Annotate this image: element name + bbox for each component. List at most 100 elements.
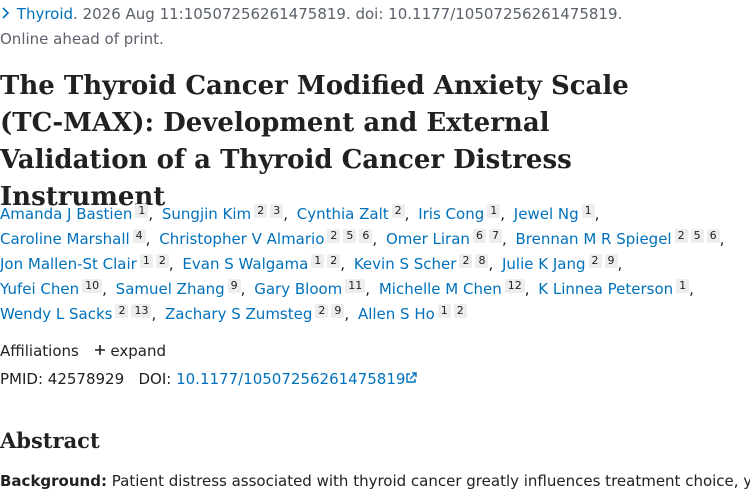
author: Michelle M Chen 12,	[378, 279, 530, 298]
affiliation-number[interactable]: 2	[155, 254, 169, 268]
author-name[interactable]: Evan S Walgama	[182, 255, 309, 273]
author-name[interactable]: Cynthia Zalt	[296, 205, 389, 223]
affiliation-number[interactable]: 1	[139, 254, 153, 268]
author-name[interactable]: Iris Cong	[418, 205, 485, 223]
affiliation-number[interactable]: 6	[472, 229, 486, 243]
separator: ,	[365, 280, 371, 298]
separator: ,	[488, 255, 494, 273]
separator: ,	[145, 230, 151, 248]
author-list: Amanda J Bastien 1, Sungjin Kim 2 3, Cynthi…	[0, 202, 740, 327]
affiliation-number[interactable]: 1	[581, 204, 595, 218]
author-name[interactable]: Wendy L Sacks	[0, 305, 113, 323]
affiliation-number[interactable]: 1	[135, 204, 149, 218]
affiliation-number[interactable]: 11	[345, 279, 366, 293]
abstract-heading: Abstract	[0, 428, 100, 453]
author-name[interactable]: Yufei Chen	[0, 280, 80, 298]
affiliation-number[interactable]: 2	[391, 204, 405, 218]
affiliation-number[interactable]: 2	[315, 304, 329, 318]
separator: ,	[148, 205, 154, 223]
affiliation-number[interactable]: 2	[327, 229, 341, 243]
affiliation-number[interactable]: 10	[82, 279, 103, 293]
affiliation-number[interactable]: 1	[676, 279, 690, 293]
affiliation-number[interactable]: 6	[706, 229, 720, 243]
author: Evan S Walgama 1 2,	[182, 254, 345, 273]
affiliation-number[interactable]: 2	[588, 254, 602, 268]
author: Cynthia Zalt 2,	[296, 204, 410, 223]
author-name[interactable]: Jon Mallen-St Clair	[0, 255, 137, 273]
author: Brennan M R Spiegel 2 5 6,	[515, 229, 725, 248]
author: K Linnea Peterson 1,	[538, 279, 694, 298]
author: Amanda J Bastien 1,	[0, 204, 154, 223]
affiliation-number[interactable]: 6	[359, 229, 373, 243]
affiliation-number[interactable]: 9	[227, 279, 241, 293]
author-name[interactable]: Julie K Jang	[502, 255, 586, 273]
separator: ,	[344, 305, 350, 323]
author: Yufei Chen 10,	[0, 279, 107, 298]
author-name[interactable]: Omer Liran	[385, 230, 470, 248]
affiliation-number[interactable]: 2	[327, 254, 341, 268]
affiliation-number[interactable]: 5	[690, 229, 704, 243]
affiliation-number[interactable]: 8	[475, 254, 489, 268]
separator: ,	[372, 230, 378, 248]
affiliation-number[interactable]: 1	[311, 254, 325, 268]
separator: ,	[102, 280, 107, 298]
citation-details: . 2026 Aug 11:10507256261475819. doi: 10…	[73, 5, 623, 23]
pmid-label: PMID:	[0, 370, 44, 388]
separator: ,	[240, 280, 246, 298]
citation: Thyroid. 2026 Aug 11:10507256261475819. …	[0, 5, 622, 23]
author: Christopher V Almario 2 5 6,	[159, 229, 378, 248]
author-name[interactable]: Jewel Ng	[513, 205, 579, 223]
separator: ,	[151, 305, 157, 323]
expand-toggle[interactable]: expand	[94, 342, 166, 360]
affiliation-number[interactable]: 9	[331, 304, 345, 318]
affiliation-number[interactable]: 7	[488, 229, 502, 243]
separator: ,	[719, 230, 725, 248]
author: Sungjin Kim 2 3,	[161, 204, 288, 223]
separator: ,	[501, 230, 507, 248]
affiliation-number[interactable]: 5	[343, 229, 357, 243]
abstract-background: Background: Patient distress associated …	[0, 472, 750, 490]
affiliation-number[interactable]: 4	[132, 229, 146, 243]
plus-icon	[94, 345, 105, 355]
author-name[interactable]: Kevin S Scher	[353, 255, 457, 273]
affiliation-number[interactable]: 2	[254, 204, 268, 218]
chevron-icon	[2, 7, 10, 19]
author-name[interactable]: Brennan M R Spiegel	[515, 230, 672, 248]
affiliation-number[interactable]: 12	[504, 279, 525, 293]
affiliation-number[interactable]: 1	[487, 204, 501, 218]
affiliation-number[interactable]: 2	[115, 304, 129, 318]
separator: ,	[404, 205, 410, 223]
author-name[interactable]: Sungjin Kim	[161, 205, 252, 223]
expand-text: expand	[110, 342, 166, 360]
affiliation-number[interactable]: 13	[131, 304, 152, 318]
author-name[interactable]: Amanda J Bastien	[0, 205, 133, 223]
author-name[interactable]: Christopher V Almario	[159, 230, 325, 248]
separator: ,	[283, 205, 288, 223]
separator: ,	[594, 205, 600, 223]
journal-link[interactable]: Thyroid	[16, 5, 74, 23]
author-name[interactable]: K Linnea Peterson	[538, 280, 674, 298]
affiliation-number[interactable]: 2	[674, 229, 688, 243]
author: Jewel Ng 1,	[513, 204, 600, 223]
author-name[interactable]: Samuel Zhang	[115, 280, 225, 298]
identifiers: PMID: 42578929 DOI: 10.1177/105072562614…	[0, 370, 418, 388]
separator: ,	[524, 280, 530, 298]
affiliation-number[interactable]: 3	[270, 204, 284, 218]
affiliation-number[interactable]: 2	[459, 254, 473, 268]
publication-status: Online ahead of print.	[0, 30, 164, 48]
affiliation-number[interactable]: 2	[453, 304, 467, 318]
author-name[interactable]: Michelle M Chen	[378, 280, 502, 298]
affiliation-number[interactable]: 9	[604, 254, 618, 268]
separator: ,	[168, 255, 174, 273]
author-name[interactable]: Zachary S Zumsteg	[165, 305, 313, 323]
author: Wendy L Sacks 2 13,	[0, 304, 157, 323]
article-title: The Thyroid Cancer Modified Anxiety Scal…	[0, 71, 629, 212]
pmid: 42578929	[47, 370, 125, 388]
affiliation-number[interactable]: 1	[437, 304, 451, 318]
author-name[interactable]: Allen S Ho	[357, 305, 435, 323]
author-name[interactable]: Caroline Marshall	[0, 230, 130, 248]
author-name[interactable]: Gary Bloom	[254, 280, 343, 298]
author: Omer Liran 6 7,	[385, 229, 507, 248]
doi-link[interactable]: 10.1177/10507256261475819	[176, 370, 418, 388]
